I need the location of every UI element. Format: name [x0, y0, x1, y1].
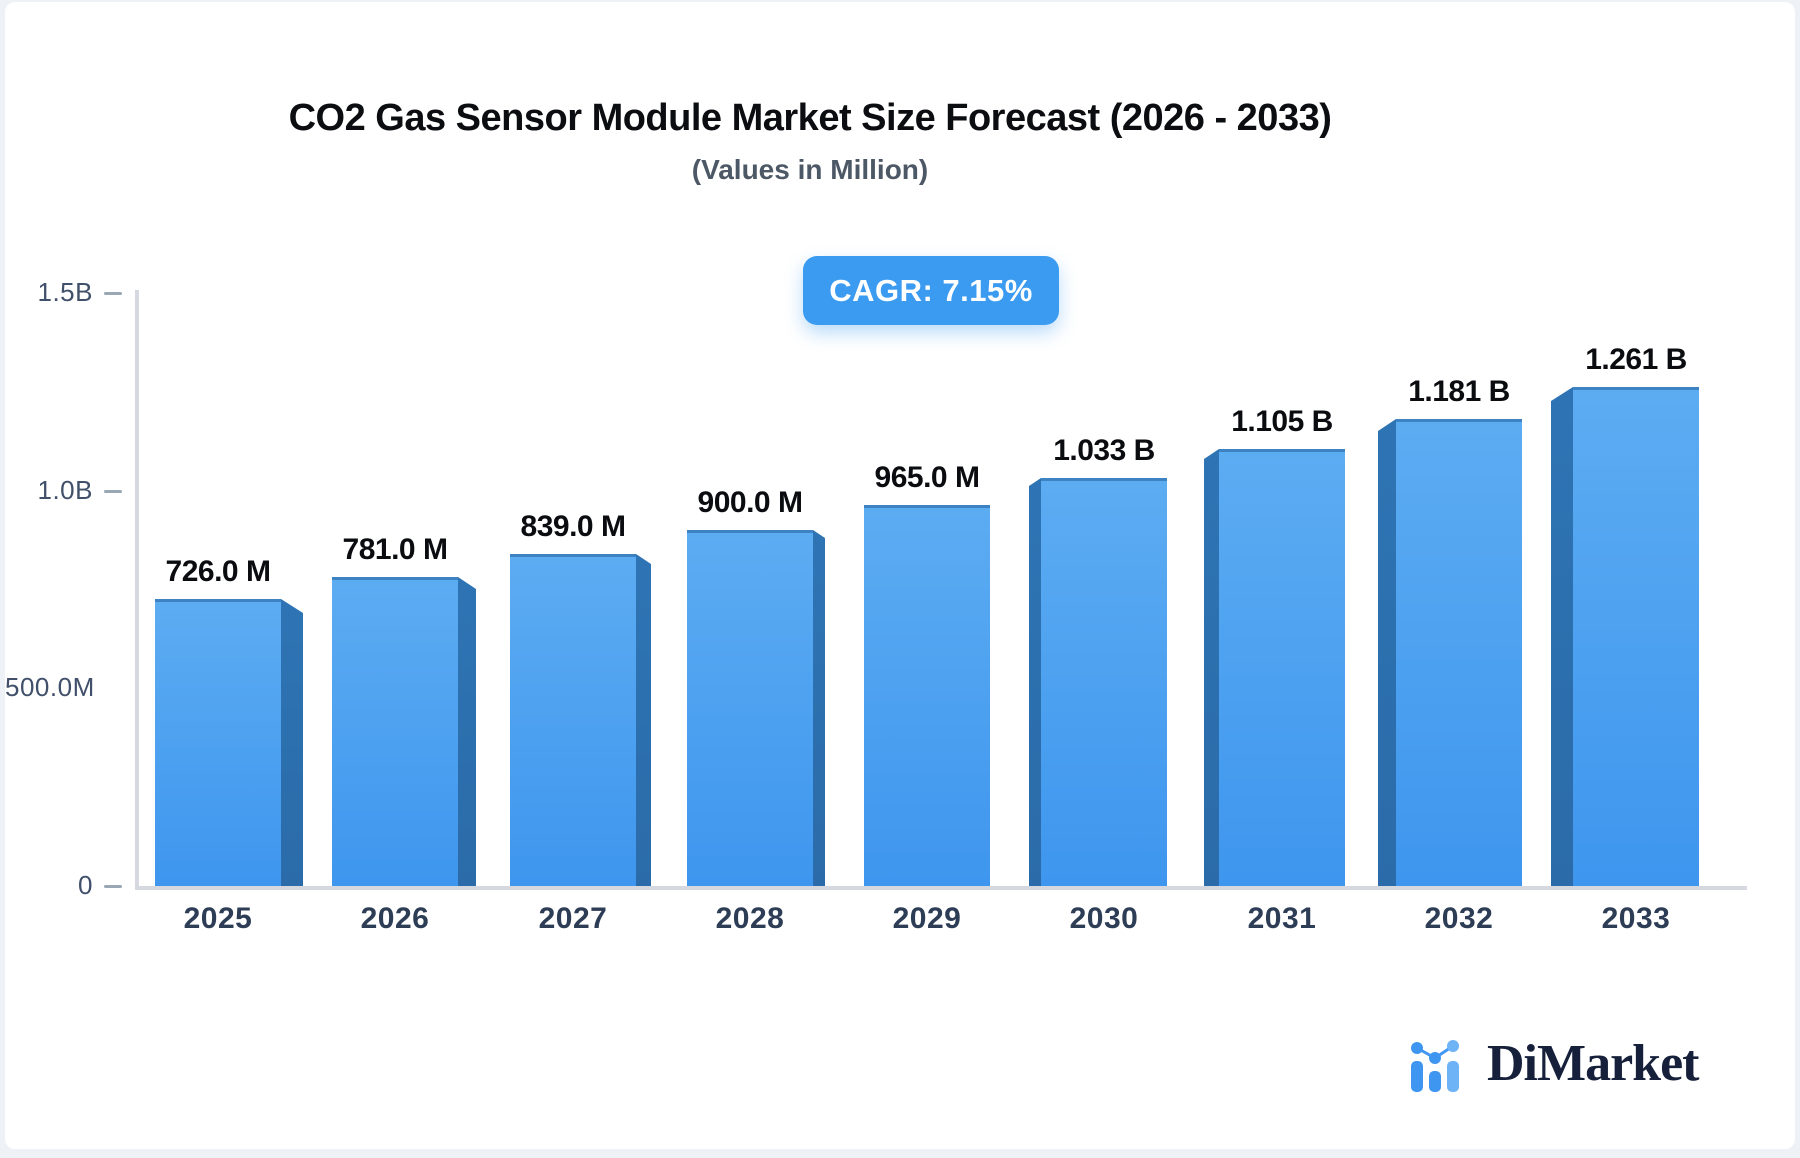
plot-area: 0 500.0M 1.0B 1.5B 726.0 M 2025 781.0 M 2026 83…	[5, 2, 1800, 1158]
y-tick-label-1.5B: 1.5B	[37, 277, 93, 307]
bar-side-face-2028	[813, 530, 825, 886]
x-tick-label-2026: 2026	[360, 902, 430, 935]
header: CO2 Gas Sensor Module Market Size Foreca…	[5, 97, 1615, 186]
x-tick-label-2028: 2028	[715, 902, 785, 935]
bar-value-label-2028: 900.0 M	[697, 486, 803, 519]
page-title: CO2 Gas Sensor Module Market Size Foreca…	[288, 97, 1332, 139]
y-tick-label-1.0B: 1.0B	[37, 474, 93, 505]
x-tick-label-2033: 2033	[1601, 902, 1671, 935]
bar-side-face-2030	[1029, 478, 1041, 886]
bar-value-label-2027: 839.0 M	[520, 510, 626, 543]
x-tick-label-2030: 2030	[1069, 902, 1139, 935]
bar-side-face-2027	[636, 554, 651, 886]
bar-side-face-2033	[1551, 387, 1573, 886]
bar-2028	[687, 530, 813, 886]
cagr-badge-label: CAGR: 7.15%	[829, 272, 1033, 308]
bar-side-face-2031	[1204, 449, 1219, 886]
y-axis-line	[135, 290, 139, 888]
x-tick-label-2031: 2031	[1247, 902, 1317, 935]
x-tick-label-2025: 2025	[183, 902, 253, 935]
bar-2025	[155, 599, 281, 886]
cagr-badge: CAGR: 7.15%	[803, 256, 1059, 325]
brand-logo: DiMarket	[1409, 1034, 1699, 1093]
bar-2031	[1219, 449, 1345, 886]
brand-name: DiMarket	[1487, 1035, 1699, 1092]
bar-side-face-2026	[458, 577, 476, 886]
y-tick-mark-1.5B	[104, 292, 122, 295]
dimarket-logo-icon	[1411, 1039, 1459, 1092]
bar-value-label-2033: 1.261 B	[1585, 343, 1687, 376]
bar-value-label-2026: 781.0 M	[342, 533, 448, 566]
bar-value-label-2025: 726.0 M	[165, 555, 271, 588]
bar-2029	[864, 505, 990, 886]
bar-side-face-2032	[1378, 419, 1396, 886]
bar-value-label-2031: 1.105 B	[1231, 405, 1333, 438]
bar-value-label-2030: 1.033 B	[1053, 434, 1155, 467]
y-tick-mark-0	[104, 885, 122, 888]
chart-subtitle: (Values in Million)	[691, 154, 929, 185]
bar-2030	[1041, 478, 1167, 886]
bar-2026	[332, 577, 458, 886]
x-tick-label-2032: 2032	[1424, 902, 1494, 935]
y-tick-label-0: 0	[78, 870, 93, 900]
bar-value-label-2029: 965.0 M	[874, 461, 980, 494]
bar-side-face-2025	[281, 599, 303, 886]
y-tick-mark-1.0B	[104, 489, 122, 493]
x-tick-label-2027: 2027	[538, 902, 608, 935]
bar-value-label-2032: 1.181 B	[1408, 375, 1510, 408]
bar-2027	[510, 554, 636, 886]
x-tick-label-2029: 2029	[892, 902, 962, 935]
x-axis-line	[135, 886, 1747, 890]
chart-card: CO2 Gas Sensor Module Market Size Foreca…	[5, 2, 1795, 1149]
y-tick-label-500.0M: 500.0M	[5, 672, 95, 703]
bar-2033	[1573, 387, 1699, 886]
bar-2032	[1396, 419, 1522, 886]
